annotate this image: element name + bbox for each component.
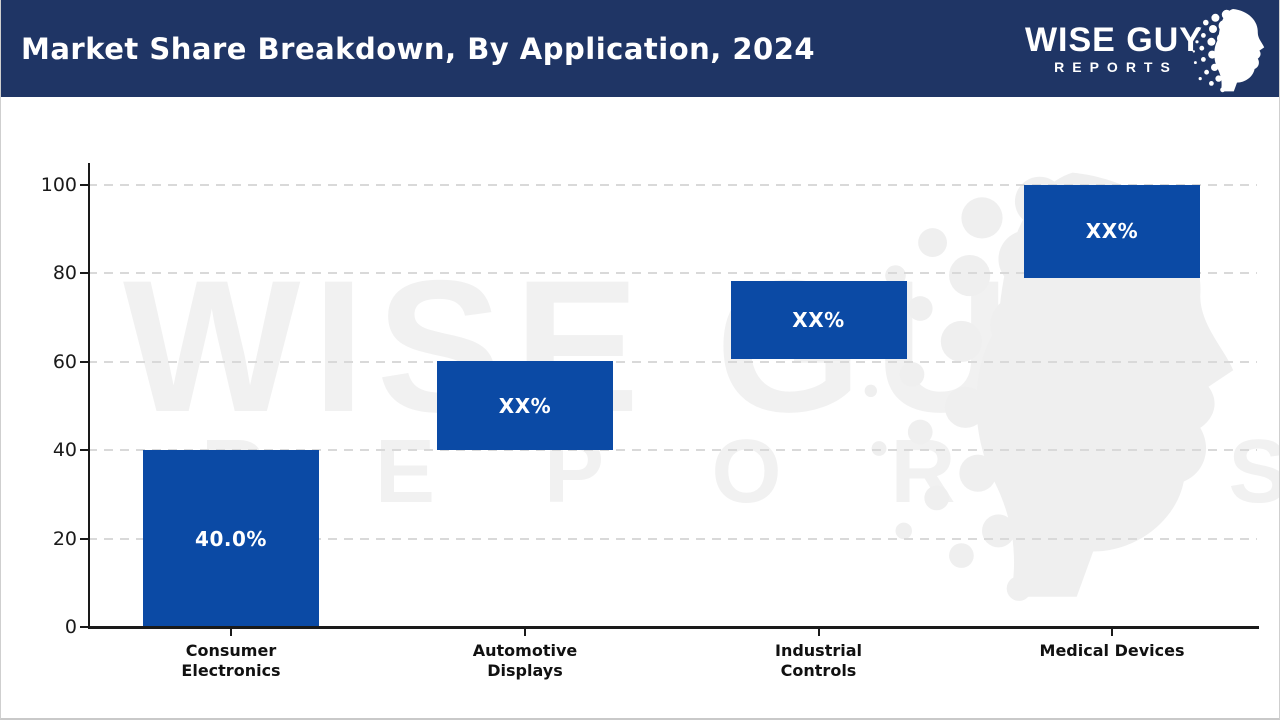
watermark: WISE GUY R E P O R T S [1,97,1279,718]
y-tick-label: 100 [40,174,77,196]
header-bar: Market Share Breakdown, By Application, … [1,0,1279,97]
y-tick-label: 80 [52,262,77,285]
bar: XX% [1024,185,1200,278]
value-label: XX% [792,307,845,332]
value-label: 40.0% [195,526,267,551]
bar: XX% [730,280,907,359]
x-tick-mark [1111,629,1113,636]
x-tick-mark [230,629,232,636]
gridline [88,449,1257,452]
y-tick-label: 60 [52,350,77,373]
value-label: XX% [498,393,552,418]
y-tick-mark [80,360,88,363]
category-label-line: Medical Devices [1039,641,1185,660]
brand-logo-text: WISE GUY REPORTS [1025,23,1203,75]
x-tick-mark [524,629,526,636]
brand-logo: WISE GUY REPORTS [1025,0,1269,97]
y-tick-mark [80,449,88,452]
gridline [88,537,1257,540]
bar: XX% [437,360,613,451]
category-label-line: Consumer [185,641,277,660]
y-tick-label: 0 [64,616,77,638]
y-tick-label: 40 [52,439,77,462]
y-tick-label: 20 [52,527,77,550]
category-label: Industrial Controls [709,641,929,681]
y-tick-mark [80,537,88,540]
y-tick-mark [80,272,88,275]
category-label-line: Industrial [774,641,862,660]
y-tick-mark [80,626,88,628]
category-label-line: Controls [780,661,857,680]
category-label-line: Electronics [181,661,281,680]
x-tick-mark [817,629,820,636]
gridline [88,272,1257,275]
brand-subname: REPORTS [1054,58,1178,75]
category-label: Medical Devices [1002,641,1222,661]
x-axis-line [88,626,1259,629]
y-axis-line [88,163,90,629]
category-label-line: Displays [487,661,563,680]
y-tick-mark [80,184,88,186]
value-label: XX% [1085,219,1139,244]
plot-area: 0 20 40 60 80 100 40.0% XX% XX% XX% Consumer Electr… [1,97,1279,718]
gridline [88,184,1257,186]
category-label-line: Automotive [472,641,578,660]
brand-name: WISE GUY [1024,20,1203,59]
category-label: Automotive Displays [415,641,635,681]
gridline [88,360,1257,363]
category-label: Consumer Electronics [121,641,341,681]
chart-canvas: WISE GUY R E P O R T S 0 20 40 60 80 100 40.0%… [1,97,1279,718]
bar: 40.0% [143,450,319,627]
page-title: Market Share Breakdown, By Application, … [21,31,816,66]
